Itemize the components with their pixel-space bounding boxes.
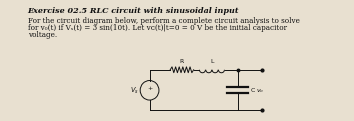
Text: for v₀(t) if Vₛ(t) = 3 sin(10t). Let vᴄ(t)|t=0 = 0 V be the initial capacitor: for v₀(t) if Vₛ(t) = 3 sin(10t). Let vᴄ(… (28, 24, 287, 32)
Text: $V_s$: $V_s$ (130, 86, 139, 96)
Text: Exercise 02.5 RLC circuit with sinusoidal input: Exercise 02.5 RLC circuit with sinusoida… (28, 7, 239, 15)
Text: For the circuit diagram below, perform a complete circuit analysis to solve: For the circuit diagram below, perform a… (28, 17, 299, 25)
Text: C: C (251, 88, 255, 93)
Text: $v_o$: $v_o$ (257, 87, 265, 95)
Text: voltage.: voltage. (28, 31, 57, 39)
Text: L: L (210, 59, 214, 64)
Text: +: + (147, 86, 152, 91)
Text: R: R (180, 59, 184, 64)
